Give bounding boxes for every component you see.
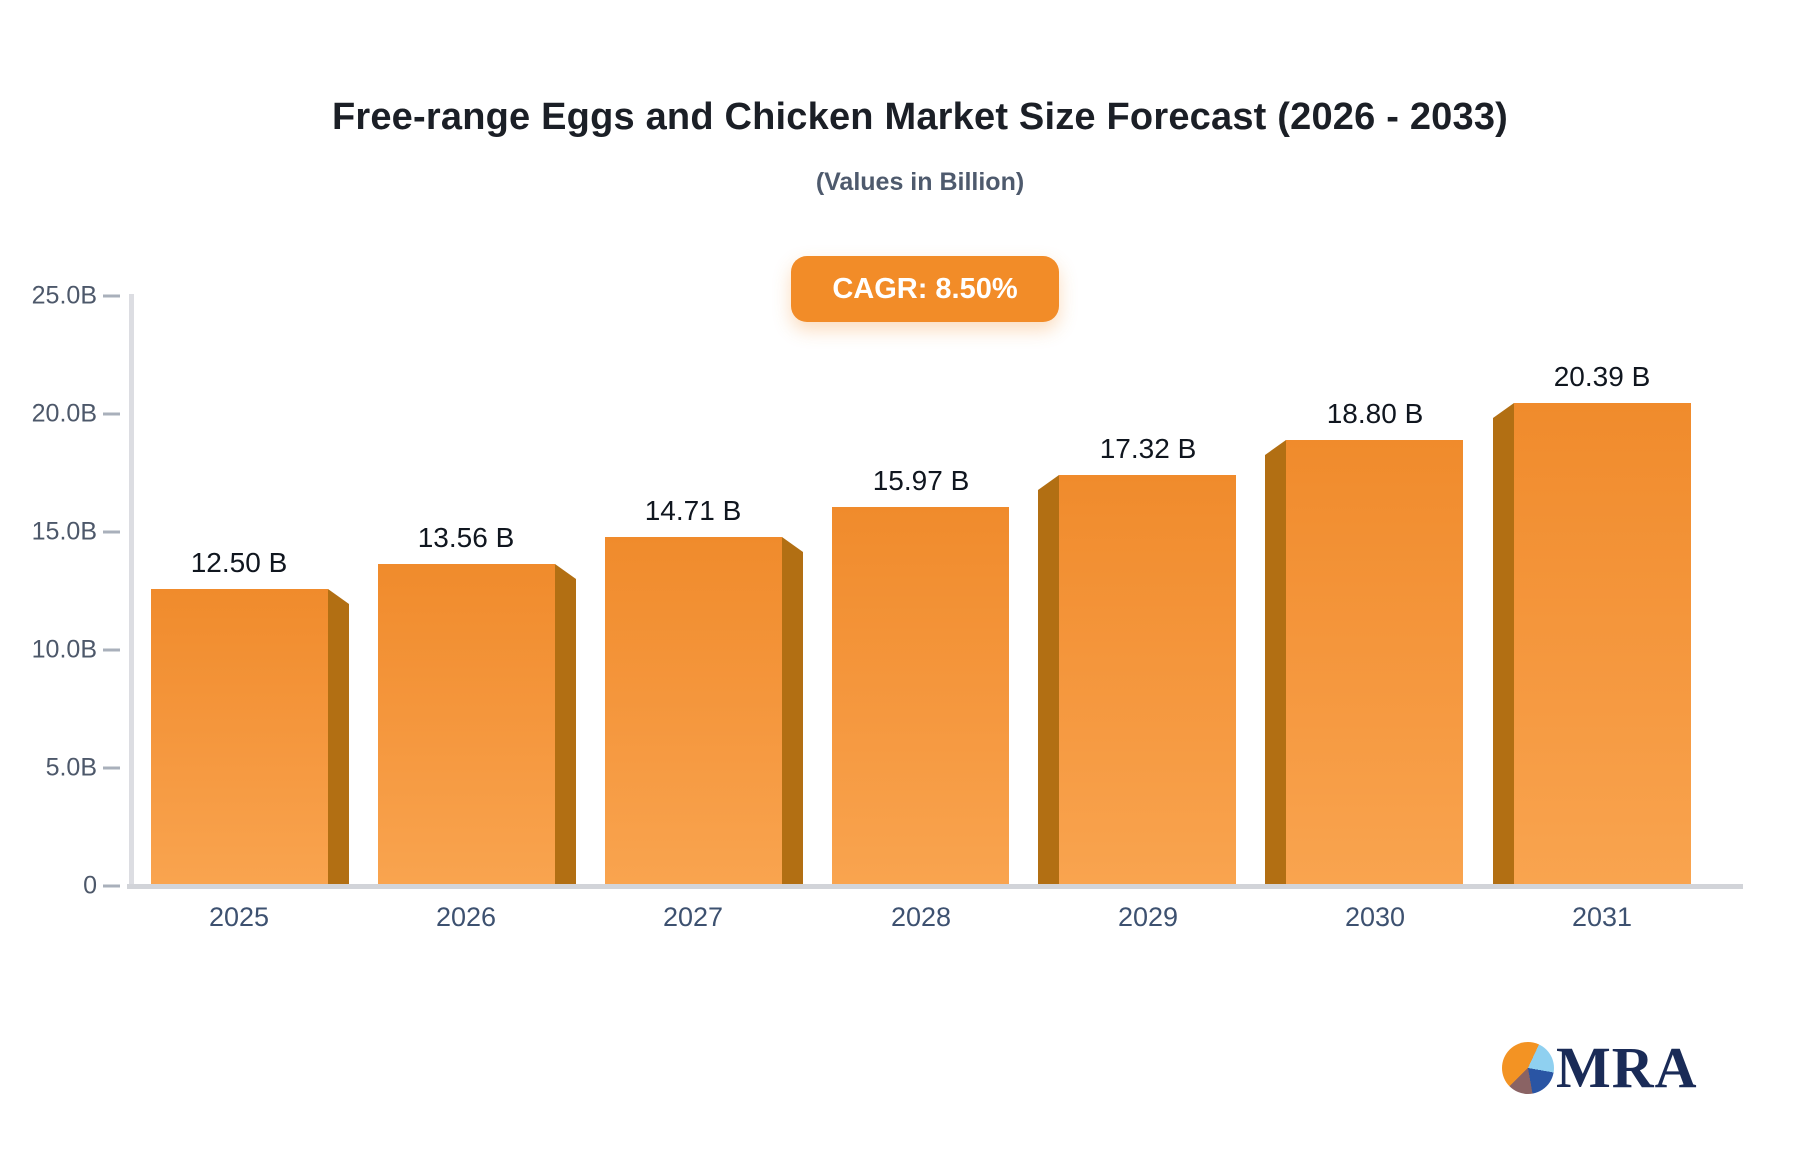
bar-2029-side-face (1038, 490, 1059, 884)
cagr-badge-label: CAGR: 8.50% (832, 272, 1018, 305)
bar-2027 (605, 537, 782, 884)
bar-2026-side-face (555, 579, 576, 884)
x-axis-label-2031: 2031 (1571, 902, 1633, 932)
chart-title: Free-range Eggs and Chicken Market Size … (331, 96, 1509, 138)
bar-2027-bevel (782, 537, 803, 552)
bar-value-label: 15.97 B (872, 465, 970, 496)
bar-2031 (1514, 403, 1691, 884)
y-axis-tick-label: 20.0B (31, 399, 97, 428)
bar-value-label: 13.56 B (417, 522, 515, 553)
bar-2026-bevel (555, 564, 576, 579)
bar-value-label: 20.39 B (1553, 361, 1651, 392)
y-axis-tick-label: 10.0B (31, 635, 97, 664)
y-axis-tick-label: 5.0B (45, 753, 97, 782)
x-axis-label-2029: 2029 (1117, 902, 1179, 932)
bar-2025 (151, 589, 328, 884)
bar-2031-bevel (1493, 403, 1514, 418)
bar-value-label: 17.32 B (1099, 433, 1197, 464)
y-axis-tick-mark (103, 884, 120, 888)
x-axis-label-2025: 2025 (208, 902, 270, 932)
x-axis-label-2027: 2027 (662, 902, 724, 932)
bar-2030 (1286, 440, 1463, 884)
y-axis-tick-mark (103, 766, 120, 770)
x-axis-label-2030: 2030 (1344, 902, 1406, 932)
y-axis-tick-label: 15.0B (31, 517, 97, 546)
bar-value-label: 12.50 B (190, 547, 288, 578)
y-axis-tick-mark (103, 648, 120, 652)
bar-value-label: 14.71 B (644, 495, 742, 526)
mra-logo: MRA (1502, 1035, 1698, 1100)
y-axis-tick-mark (103, 412, 120, 416)
bar-2029-bevel (1038, 475, 1059, 490)
bar-2030-side-face (1265, 455, 1286, 884)
bar-2028 (832, 507, 1009, 884)
bar-2027-side-face (782, 552, 803, 884)
chart-subtitle: (Values in Billion) (815, 168, 1025, 196)
bar-2031-side-face (1493, 418, 1514, 884)
bar-2026 (378, 564, 555, 884)
mra-logo-text: MRA (1556, 1035, 1698, 1100)
x-axis-label-2026: 2026 (435, 902, 497, 932)
mra-logo-pie-icon (1502, 1042, 1554, 1094)
y-axis-tick-mark (103, 294, 120, 298)
y-axis-tick-mark (103, 530, 120, 534)
bar-2030-bevel (1265, 440, 1286, 455)
y-axis-line (129, 294, 134, 886)
bar-2029 (1059, 475, 1236, 884)
x-axis-label-2028: 2028 (890, 902, 952, 932)
cagr-badge: CAGR: 8.50% (791, 256, 1059, 322)
bar-2025-side-face (328, 604, 349, 884)
bar-value-label: 18.80 B (1326, 398, 1424, 429)
bar-2025-bevel (328, 589, 349, 604)
y-axis-tick-label: 25.0B (31, 281, 97, 310)
y-axis-tick-label: 0 (83, 871, 97, 900)
x-axis-baseline (127, 884, 1743, 889)
